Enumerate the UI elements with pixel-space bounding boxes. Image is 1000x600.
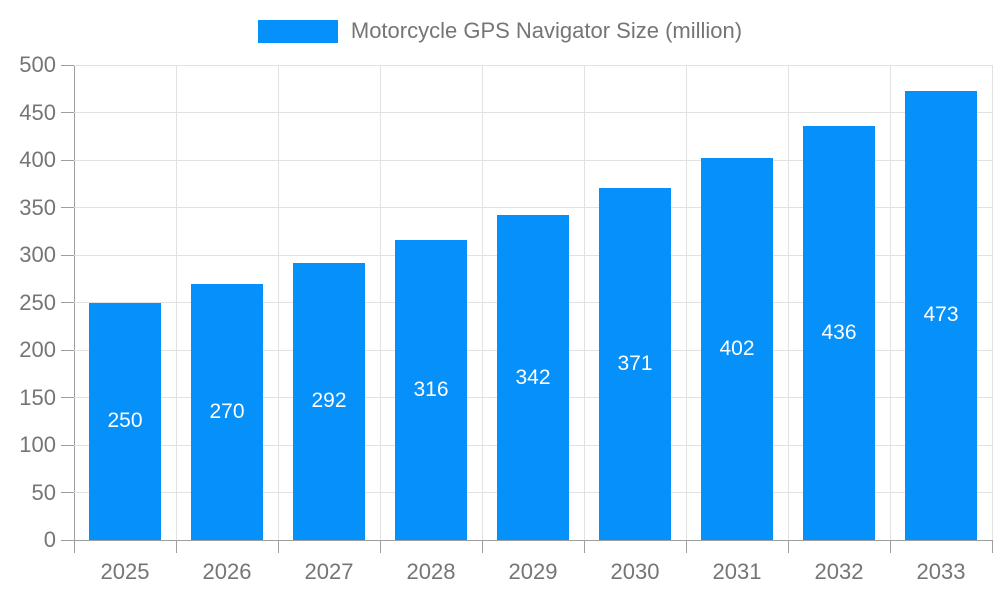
v-gridline	[685, 65, 687, 540]
y-axis-label: 400	[19, 147, 56, 172]
y-tick	[61, 539, 74, 541]
legend[interactable]: Motorcycle GPS Navigator Size (million)	[0, 18, 1000, 44]
y-axis-label: 300	[19, 242, 56, 267]
v-gridline	[379, 65, 381, 540]
x-tick	[379, 540, 381, 553]
y-axis-label: 500	[19, 52, 56, 77]
x-axis-label: 2026	[202, 559, 252, 584]
bar-value-label: 473	[923, 303, 959, 327]
bar: 402	[701, 158, 773, 540]
x-tick	[787, 540, 789, 553]
x-tick	[175, 540, 177, 553]
bar-value-label: 371	[617, 351, 653, 375]
x-tick	[73, 540, 75, 553]
x-tick	[991, 540, 993, 553]
y-tick	[61, 302, 74, 303]
h-gridline	[74, 207, 992, 208]
x-axis-label: 2029	[508, 559, 558, 584]
x-tick	[277, 540, 279, 553]
y-axis-label: 0	[43, 527, 56, 552]
h-gridline	[74, 64, 992, 66]
y-axis-label: 450	[19, 99, 56, 125]
y-tick	[61, 254, 74, 256]
y-tick	[61, 444, 74, 446]
y-axis-label: 50	[31, 479, 56, 505]
y-axis-label: 350	[19, 194, 56, 220]
x-axis-label: 2030	[610, 559, 660, 584]
y-tick	[61, 397, 74, 398]
y-axis-label: 100	[19, 432, 56, 457]
x-axis-label: 2033	[916, 559, 966, 584]
x-axis-label: 2031	[712, 559, 762, 584]
y-axis-label: 250	[19, 289, 56, 315]
bar-value-label: 250	[107, 409, 143, 433]
bar: 342	[497, 215, 569, 540]
y-tick	[61, 492, 74, 493]
v-gridline	[889, 65, 891, 540]
h-gridline	[74, 112, 992, 113]
bar-value-label: 436	[821, 320, 857, 344]
legend-label: Motorcycle GPS Navigator Size (million)	[350, 18, 743, 43]
x-axis-label: 2025	[100, 559, 150, 584]
bar: 292	[293, 262, 365, 540]
y-tick	[61, 349, 74, 351]
x-axis-label: 2032	[814, 559, 864, 584]
y-axis-label: 200	[19, 337, 56, 362]
x-tick	[889, 540, 891, 553]
bar: 473	[905, 90, 977, 540]
x-tick	[685, 540, 687, 553]
h-gridline	[74, 159, 992, 161]
bar-value-label: 270	[209, 399, 245, 423]
bar: 250	[89, 302, 161, 540]
v-gridline	[991, 65, 993, 540]
y-tick	[61, 112, 74, 113]
bar-value-label: 316	[413, 377, 449, 401]
v-gridline	[481, 65, 483, 540]
x-tick	[583, 540, 585, 553]
bar: 371	[599, 187, 671, 540]
v-gridline	[787, 65, 789, 540]
y-axis-line	[74, 65, 75, 553]
x-axis-label: 2028	[406, 559, 456, 584]
legend-swatch-icon	[257, 19, 338, 43]
y-tick	[61, 207, 74, 208]
v-gridline	[583, 65, 585, 540]
bar: 270	[191, 283, 263, 540]
bar-value-label: 402	[719, 337, 755, 361]
x-axis-line	[62, 540, 992, 541]
v-gridline	[175, 65, 177, 540]
bar: 316	[395, 239, 467, 540]
bar: 436	[803, 125, 875, 540]
y-tick	[61, 64, 74, 66]
y-tick	[61, 159, 74, 161]
bar-value-label: 342	[515, 365, 551, 389]
y-axis-label: 150	[19, 384, 56, 410]
bar-value-label: 292	[311, 389, 347, 413]
v-gridline	[277, 65, 279, 540]
x-axis-label: 2027	[304, 559, 354, 584]
x-tick	[481, 540, 483, 553]
